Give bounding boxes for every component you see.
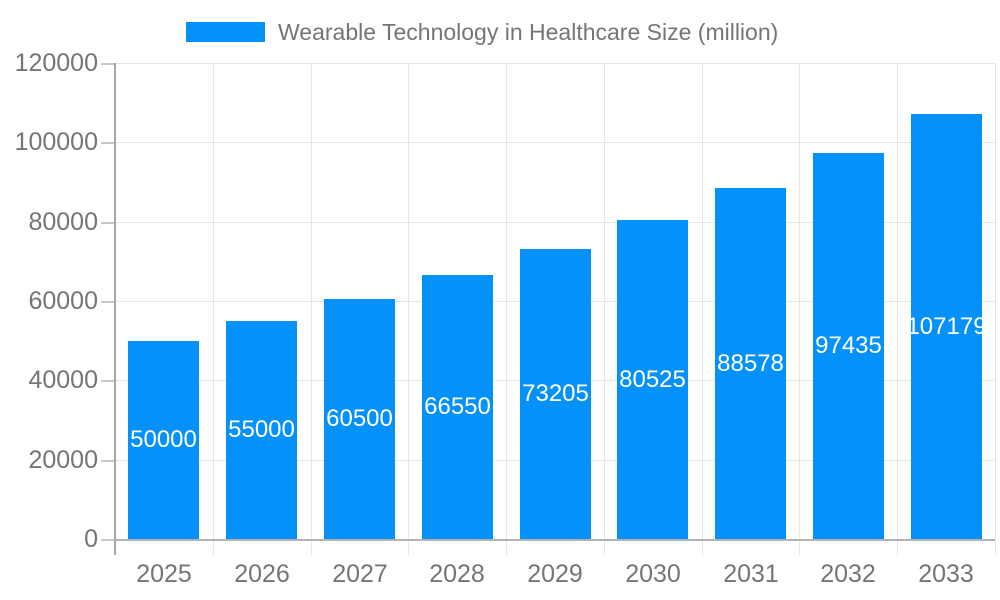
bar-value-label: 107179 (911, 312, 982, 340)
x-axis-line (115, 539, 995, 541)
x-gridline (799, 63, 800, 555)
x-gridline (897, 63, 898, 555)
bar[interactable]: 88578 (715, 188, 786, 539)
x-axis-tick-label: 2027 (332, 560, 388, 588)
bar-value-label: 50000 (130, 426, 197, 453)
bar-value-label: 88578 (717, 349, 784, 377)
x-gridline (408, 63, 409, 555)
y-axis-tick (101, 460, 115, 462)
y-axis-tick-label: 120000 (14, 49, 98, 77)
bar-value-label: 80525 (619, 365, 686, 393)
x-axis-tick-label: 2026 (234, 560, 290, 588)
x-axis-tick-label: 2033 (918, 560, 974, 588)
bar[interactable]: 60500 (324, 299, 395, 539)
bar[interactable]: 73205 (520, 249, 591, 539)
x-axis-tick-label: 2025 (136, 560, 192, 588)
bar[interactable]: 50000 (128, 341, 199, 539)
bar[interactable]: 107179 (911, 114, 982, 539)
bar-value-label: 73205 (522, 380, 589, 407)
x-axis-tick-label: 2031 (723, 560, 779, 588)
y-axis-tick-label: 60000 (28, 287, 98, 315)
y-axis-tick-label: 40000 (28, 366, 98, 394)
y-axis-line (114, 63, 116, 555)
y-axis-tick (101, 301, 115, 303)
bar-value-label: 66550 (424, 393, 491, 420)
bar[interactable]: 55000 (226, 321, 297, 539)
y-axis-tick-label: 80000 (28, 208, 98, 236)
y-gridline (115, 222, 995, 223)
bar[interactable]: 80525 (617, 220, 688, 539)
x-gridline (311, 63, 312, 555)
x-gridline (506, 63, 507, 555)
y-axis-tick (101, 142, 115, 144)
x-axis-tick-label: 2028 (429, 560, 485, 588)
y-axis-tick (101, 539, 115, 541)
bar-value-label: 97435 (815, 332, 882, 359)
y-axis-tick (101, 222, 115, 224)
bar[interactable]: 66550 (422, 275, 493, 539)
x-gridline (702, 63, 703, 555)
bar-value-label: 55000 (228, 416, 295, 443)
x-axis-tick-label: 2032 (820, 560, 876, 588)
y-axis-tick-label: 20000 (28, 446, 98, 474)
y-axis-tick-label: 100000 (14, 128, 98, 156)
y-axis-tick-label: 0 (84, 525, 98, 553)
x-gridline (995, 63, 996, 555)
x-axis-tick-label: 2030 (625, 560, 681, 588)
legend-swatch (186, 22, 265, 42)
bar[interactable]: 97435 (813, 153, 884, 539)
legend-label: Wearable Technology in Healthcare Size (… (278, 19, 779, 45)
y-gridline (115, 63, 995, 64)
x-gridline (213, 63, 214, 555)
y-axis-tick (101, 380, 115, 382)
x-gridline (604, 63, 605, 555)
y-gridline (115, 142, 995, 143)
legend[interactable]: Wearable Technology in Healthcare Size (… (186, 17, 778, 47)
x-axis-tick-label: 2029 (527, 560, 583, 588)
y-axis-tick (101, 63, 115, 65)
bar-value-label: 60500 (326, 405, 393, 432)
